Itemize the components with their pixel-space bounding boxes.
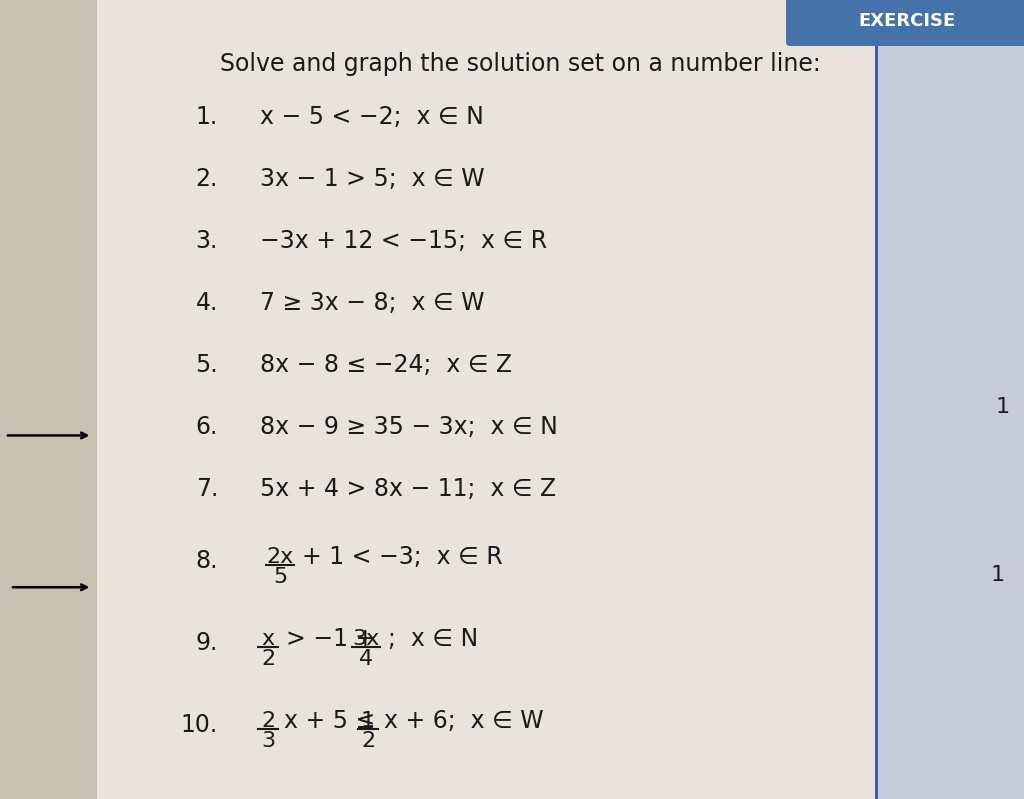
Text: + 1 < −3;  x ∈ R: + 1 < −3; x ∈ R <box>302 545 503 569</box>
Text: 10.: 10. <box>181 713 218 737</box>
Text: 3x − 1 > 5;  x ∈ W: 3x − 1 > 5; x ∈ W <box>260 167 484 191</box>
Text: 2.: 2. <box>196 167 218 191</box>
Text: 4: 4 <box>359 649 373 669</box>
Text: Solve and graph the solution set on a number line:: Solve and graph the solution set on a nu… <box>220 52 821 76</box>
Text: 2x: 2x <box>266 547 294 567</box>
Text: 3: 3 <box>261 731 275 751</box>
Text: EXERCISE: EXERCISE <box>858 12 955 30</box>
Text: 1: 1 <box>991 565 1010 586</box>
Text: 8x − 9 ≥ 35 − 3x;  x ∈ N: 8x − 9 ≥ 35 − 3x; x ∈ N <box>260 415 558 439</box>
Text: 7.: 7. <box>196 477 218 501</box>
Text: 4.: 4. <box>196 291 218 315</box>
Text: 8x − 8 ≤ −24;  x ∈ Z: 8x − 8 ≤ −24; x ∈ Z <box>260 353 512 377</box>
Text: 6.: 6. <box>196 415 218 439</box>
Text: 9.: 9. <box>196 631 218 655</box>
Text: 5x + 4 > 8x − 11;  x ∈ Z: 5x + 4 > 8x − 11; x ∈ Z <box>260 477 556 501</box>
Text: 1: 1 <box>360 711 375 731</box>
Text: 2: 2 <box>360 731 375 751</box>
Bar <box>0 0 97 799</box>
Text: x + 6;  x ∈ W: x + 6; x ∈ W <box>384 709 544 733</box>
Text: −3x + 12 < −15;  x ∈ R: −3x + 12 < −15; x ∈ R <box>260 229 547 253</box>
Text: 1: 1 <box>996 397 1010 418</box>
Text: 1.: 1. <box>196 105 218 129</box>
Text: ;  x ∈ N: ; x ∈ N <box>388 627 478 651</box>
Text: 3.: 3. <box>196 229 218 253</box>
Text: 2: 2 <box>261 711 275 731</box>
Text: 5.: 5. <box>196 353 218 377</box>
FancyBboxPatch shape <box>786 0 1024 46</box>
Text: 8.: 8. <box>196 549 218 573</box>
Bar <box>876 0 1024 799</box>
Text: x − 5 < −2;  x ∈ N: x − 5 < −2; x ∈ N <box>260 105 484 129</box>
Text: 2: 2 <box>261 649 275 669</box>
Text: x: x <box>261 629 274 649</box>
Text: x + 5 ≤: x + 5 ≤ <box>284 709 375 733</box>
Text: 5: 5 <box>272 567 287 587</box>
Text: 7 ≥ 3x − 8;  x ∈ W: 7 ≥ 3x − 8; x ∈ W <box>260 291 484 315</box>
Text: 3x: 3x <box>352 629 380 649</box>
Text: > −1 +: > −1 + <box>286 627 375 651</box>
